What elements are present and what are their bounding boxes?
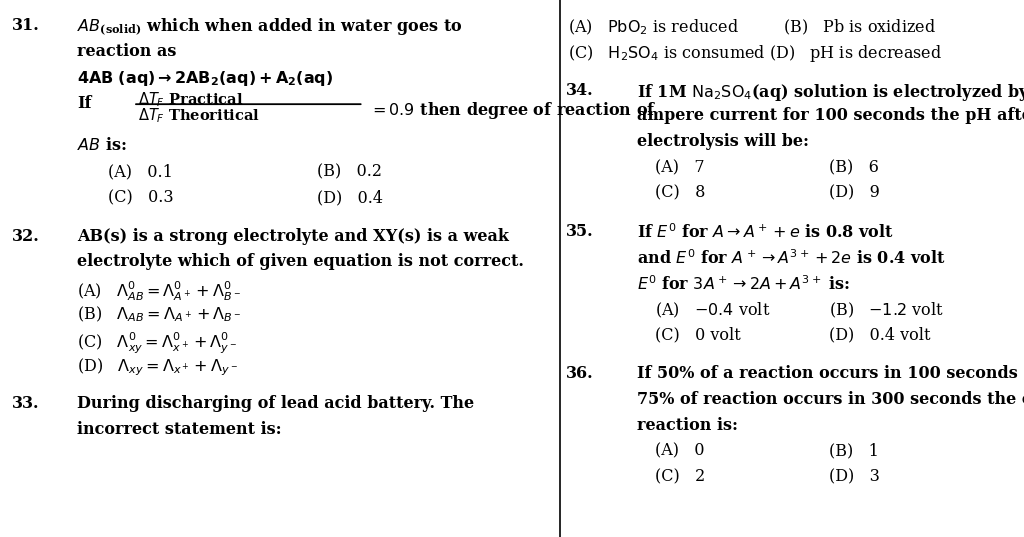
Text: (D)   0.4 volt: (D) 0.4 volt xyxy=(829,326,931,344)
Text: electrolysis will be:: electrolysis will be: xyxy=(637,133,809,150)
Text: 31.: 31. xyxy=(12,17,40,34)
Text: (B)   $\Lambda_{AB} = \Lambda_{A^+} + \Lambda_{B^-}$: (B) $\Lambda_{AB} = \Lambda_{A^+} + \Lam… xyxy=(77,305,242,324)
Text: and $E^0$ for $A^+ \rightarrow A^{3+} + 2e$ is 0.4 volt: and $E^0$ for $A^+ \rightarrow A^{3+} + … xyxy=(637,249,945,268)
Text: (D)   3: (D) 3 xyxy=(829,468,881,485)
Text: (C)   $\mathrm{H_2SO_4}$ is consumed (D)   pH is decreased: (C) $\mathrm{H_2SO_4}$ is consumed (D) p… xyxy=(568,43,942,64)
Text: electrolyte which of given equation is not correct.: electrolyte which of given equation is n… xyxy=(77,253,523,271)
Text: (D)   9: (D) 9 xyxy=(829,185,881,202)
Text: ampere current for 100 seconds the pH afte: ampere current for 100 seconds the pH af… xyxy=(637,107,1024,125)
Text: 75% of reaction occurs in 300 seconds the ord: 75% of reaction occurs in 300 seconds th… xyxy=(637,391,1024,408)
Text: (D)   0.4: (D) 0.4 xyxy=(317,189,383,206)
Text: 36.: 36. xyxy=(566,365,594,382)
Text: (C)   0.3: (C) 0.3 xyxy=(108,189,173,206)
Text: $\Delta T_F$ Theoritical: $\Delta T_F$ Theoritical xyxy=(138,106,260,125)
Text: 32.: 32. xyxy=(12,228,40,245)
Text: (C)   2: (C) 2 xyxy=(655,468,706,485)
Text: (A)   $\mathrm{PbO_2}$ is reduced         (B)   Pb is oxidized: (A) $\mathrm{PbO_2}$ is reduced (B) Pb i… xyxy=(568,17,936,37)
Text: (B)   0.2: (B) 0.2 xyxy=(317,163,382,180)
Text: During discharging of lead acid battery. The: During discharging of lead acid battery.… xyxy=(77,395,474,412)
Text: $= 0.9$ then degree of reaction of: $= 0.9$ then degree of reaction of xyxy=(369,100,656,121)
Text: AB(s) is a strong electrolyte and XY(s) is a weak: AB(s) is a strong electrolyte and XY(s) … xyxy=(77,228,509,245)
Text: $\mathit{AB}$ is:: $\mathit{AB}$ is: xyxy=(77,137,127,155)
Text: 34.: 34. xyxy=(566,82,594,99)
Text: If $E^0$ for $A \rightarrow A^+ + e$ is 0.8 volt: If $E^0$ for $A \rightarrow A^+ + e$ is … xyxy=(637,223,894,242)
Text: (B)   6: (B) 6 xyxy=(829,159,880,176)
Text: If 50% of a reaction occurs in 100 seconds: If 50% of a reaction occurs in 100 secon… xyxy=(637,365,1018,382)
Text: (B)   1: (B) 1 xyxy=(829,442,880,460)
Text: reaction is:: reaction is: xyxy=(637,417,738,434)
Text: 33.: 33. xyxy=(12,395,40,412)
Text: (A)   $-0.4$ volt: (A) $-0.4$ volt xyxy=(655,301,771,320)
Text: (A)   7: (A) 7 xyxy=(655,159,705,176)
Text: $\mathbf{4AB\ (aq) \rightarrow 2AB_2(aq) + A_2(aq)}$: $\mathbf{4AB\ (aq) \rightarrow 2AB_2(aq)… xyxy=(77,69,333,88)
Text: (D)   $\Lambda_{xy} = \Lambda_{x^+} + \Lambda_{y^-}$: (D) $\Lambda_{xy} = \Lambda_{x^+} + \Lam… xyxy=(77,357,238,378)
Text: (C)   8: (C) 8 xyxy=(655,185,706,202)
Text: (A)   0.1: (A) 0.1 xyxy=(108,163,172,180)
Text: (B)   $- 1.2$ volt: (B) $- 1.2$ volt xyxy=(829,301,944,320)
Text: reaction as: reaction as xyxy=(77,43,176,60)
Text: $\mathit{AB}_\mathregular{(solid)}$ which when added in water goes to: $\mathit{AB}_\mathregular{(solid)}$ whic… xyxy=(77,17,462,38)
Text: incorrect statement is:: incorrect statement is: xyxy=(77,421,282,438)
Text: (A)   $\Lambda^0_{AB} = \Lambda^0_{A^+} + \Lambda^0_{B^-}$: (A) $\Lambda^0_{AB} = \Lambda^0_{A^+} + … xyxy=(77,279,241,303)
Text: (A)   0: (A) 0 xyxy=(655,442,705,460)
Text: (C)   $\Lambda^0_{xy} = \Lambda^0_{x^+} + \Lambda^0_{y^-}$: (C) $\Lambda^0_{xy} = \Lambda^0_{x^+} + … xyxy=(77,331,237,357)
Text: 35.: 35. xyxy=(566,223,594,241)
Text: $\Delta T_F$ Practical: $\Delta T_F$ Practical xyxy=(138,90,244,109)
Text: If 1M $\mathrm{Na_2SO_4}$(aq) solution is electrolyzed by: If 1M $\mathrm{Na_2SO_4}$(aq) solution i… xyxy=(637,82,1024,103)
Text: $E^0$ for $3A^+ \rightarrow 2A + A^{3+}$ is:: $E^0$ for $3A^+ \rightarrow 2A + A^{3+}$… xyxy=(637,275,850,294)
Text: (C)   0 volt: (C) 0 volt xyxy=(655,326,741,344)
Text: If: If xyxy=(77,95,91,112)
